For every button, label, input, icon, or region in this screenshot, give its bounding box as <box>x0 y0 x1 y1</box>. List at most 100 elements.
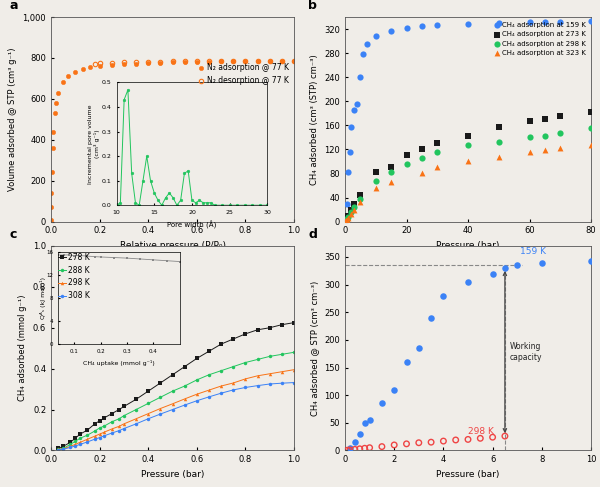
298 K <box>55 447 62 452</box>
N₂ desorption @ 77 K <box>193 58 200 64</box>
298 K <box>217 383 224 389</box>
N₂ adsorption @ 77 K <box>47 217 55 223</box>
N₂ adsorption @ 77 K <box>55 90 62 95</box>
CH₄ adsorption at 323 K <box>433 164 442 171</box>
288 K <box>77 435 84 441</box>
N₂ desorption @ 77 K <box>278 57 286 63</box>
N₂ adsorption @ 77 K <box>120 61 128 67</box>
Text: d: d <box>308 228 317 241</box>
288 K <box>115 416 122 422</box>
278 K <box>193 356 200 361</box>
298 K <box>72 441 79 447</box>
288 K <box>193 377 200 383</box>
Y-axis label: CH₄ adsorbed (mmol g⁻¹): CH₄ adsorbed (mmol g⁻¹) <box>19 295 28 401</box>
CH₄ adsorption at 323 K <box>342 216 352 224</box>
308 K <box>230 387 237 393</box>
CH₄ adsorption at 323 K <box>540 146 550 154</box>
Point <box>343 446 352 454</box>
298 K <box>77 439 84 445</box>
278 K <box>59 444 67 450</box>
CH₄ adsorption at 298 K <box>524 133 535 141</box>
Point <box>537 259 547 266</box>
Point <box>365 416 374 424</box>
CH₄ adsorption at 298 K <box>386 169 396 176</box>
CH₄ adsorption at 273 K <box>556 112 565 120</box>
CH₄ adsorption at 159 K <box>345 149 355 156</box>
288 K <box>145 400 152 406</box>
308 K <box>181 402 188 408</box>
308 K <box>101 433 108 439</box>
278 K <box>242 331 249 337</box>
N₂ adsorption @ 77 K <box>49 145 56 151</box>
278 K <box>77 431 84 437</box>
278 K <box>181 364 188 370</box>
278 K <box>254 327 261 333</box>
Point <box>355 445 365 453</box>
N₂ adsorption @ 77 K <box>108 62 115 68</box>
298 K <box>169 401 176 407</box>
298 K <box>59 446 67 452</box>
CH₄ adsorption at 273 K <box>371 168 380 175</box>
298 K <box>108 426 115 432</box>
CH₄ adsorption at 298 K <box>356 195 365 203</box>
288 K <box>67 441 74 447</box>
CH₄ adsorption at 273 K <box>341 217 350 225</box>
308 K <box>133 421 140 427</box>
308 K <box>193 398 200 404</box>
288 K <box>55 447 62 452</box>
278 K <box>205 348 212 354</box>
Point <box>475 434 485 442</box>
278 K <box>84 427 91 433</box>
298 K <box>254 373 261 379</box>
Legend: N₂ adsorption @ 77 K, N₂ desorption @ 77 K: N₂ adsorption @ 77 K, N₂ desorption @ 77… <box>197 62 290 87</box>
Text: Working
capacity: Working capacity <box>510 342 542 362</box>
CH₄ adsorption at 159 K <box>346 123 356 131</box>
278 K <box>133 396 140 402</box>
308 K <box>72 443 79 449</box>
CH₄ adsorption at 159 K <box>556 18 565 26</box>
298 K <box>101 429 108 435</box>
N₂ adsorption @ 77 K <box>133 61 140 67</box>
308 K <box>55 447 62 453</box>
278 K <box>120 404 128 410</box>
CH₄ adsorption at 273 K <box>417 146 427 153</box>
Point <box>377 443 386 450</box>
Line: 308 K: 308 K <box>56 381 296 451</box>
N₂ adsorption @ 77 K <box>217 58 224 64</box>
Point <box>345 444 355 451</box>
CH₄ adsorption at 298 K <box>540 131 550 139</box>
CH₄ adsorption at 323 K <box>386 179 396 187</box>
N₂ desorption @ 77 K <box>169 58 176 64</box>
N₂ adsorption @ 77 K <box>205 59 212 65</box>
288 K <box>205 372 212 378</box>
CH₄ adsorption at 323 K <box>494 153 503 161</box>
Point <box>402 358 412 366</box>
Text: c: c <box>10 228 17 241</box>
N₂ desorption @ 77 K <box>96 60 103 66</box>
CH₄ adsorption at 159 K <box>341 217 350 225</box>
N₂ desorption @ 77 K <box>242 58 249 64</box>
CH₄ adsorption at 273 K <box>356 190 365 198</box>
Line: N₂ adsorption @ 77 K: N₂ adsorption @ 77 K <box>49 58 296 222</box>
CH₄ adsorption at 273 K <box>433 139 442 147</box>
CH₄ adsorption at 323 K <box>463 157 473 165</box>
N₂ adsorption @ 77 K <box>242 58 249 64</box>
288 K <box>242 359 249 365</box>
CH₄ adsorption at 298 K <box>556 129 565 136</box>
288 K <box>72 438 79 444</box>
CH₄ adsorption at 273 K <box>494 123 503 131</box>
308 K <box>266 381 274 387</box>
CH₄ adsorption at 273 K <box>346 206 356 213</box>
CH₄ adsorption at 273 K <box>586 108 596 116</box>
CH₄ adsorption at 159 K <box>349 106 359 114</box>
288 K <box>290 349 298 355</box>
288 K <box>230 364 237 370</box>
N₂ desorption @ 77 K <box>108 60 115 66</box>
308 K <box>120 426 128 431</box>
N₂ adsorption @ 77 K <box>278 57 286 63</box>
CH₄ adsorption at 298 K <box>371 177 380 185</box>
CH₄ adsorption at 159 K <box>342 200 352 207</box>
N₂ desorption @ 77 K <box>217 58 224 64</box>
CH₄ adsorption at 159 K <box>371 33 380 40</box>
Point <box>355 430 365 438</box>
